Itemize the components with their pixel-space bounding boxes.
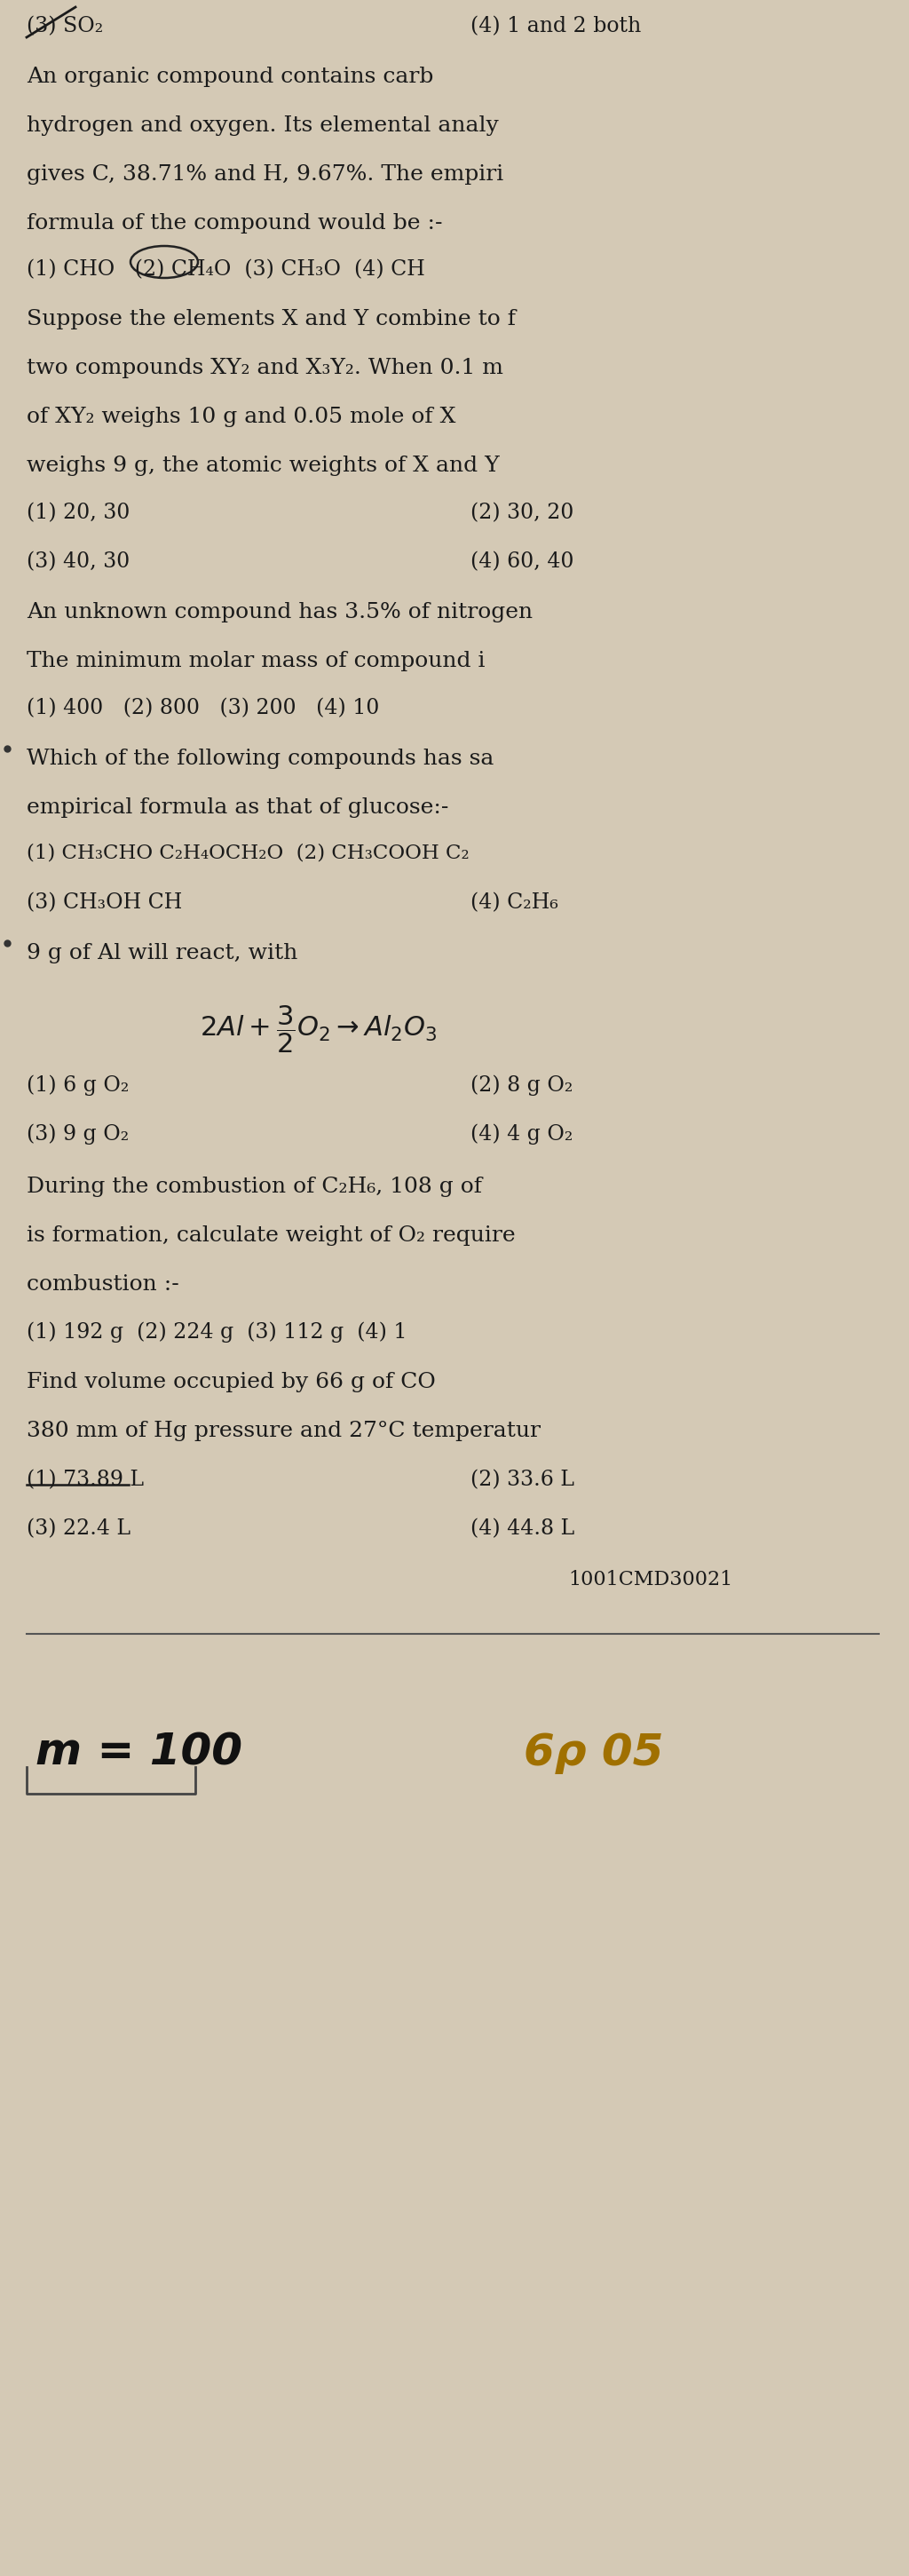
Text: (4) 4 g O₂: (4) 4 g O₂	[471, 1123, 573, 1144]
Text: The minimum molar mass of compound i: The minimum molar mass of compound i	[26, 652, 485, 672]
Text: is formation, calculate weight of O₂ require: is formation, calculate weight of O₂ req…	[26, 1226, 515, 1247]
Text: empirical formula as that of glucose:-: empirical formula as that of glucose:-	[26, 799, 449, 817]
Text: (3) SO₂: (3) SO₂	[26, 15, 104, 36]
Text: (3) 22.4 L: (3) 22.4 L	[26, 1517, 131, 1538]
Text: formula of the compound would be :-: formula of the compound would be :-	[26, 214, 443, 234]
Text: (2) 8 g O₂: (2) 8 g O₂	[471, 1074, 573, 1095]
Text: combustion :-: combustion :-	[26, 1275, 179, 1296]
Text: (3) CH₃OH CH: (3) CH₃OH CH	[26, 891, 182, 912]
Text: During the combustion of C₂H₆, 108 g of: During the combustion of C₂H₆, 108 g of	[26, 1177, 482, 1198]
Text: (1) CHO   (2) CH₄O  (3) CH₃O  (4) CH: (1) CHO (2) CH₄O (3) CH₃O (4) CH	[26, 260, 425, 281]
Text: (1) CH₃CHO C₂H₄OCH₂O  (2) CH₃COOH C₂: (1) CH₃CHO C₂H₄OCH₂O (2) CH₃COOH C₂	[26, 842, 469, 863]
Text: (2) 33.6 L: (2) 33.6 L	[471, 1468, 574, 1489]
Text: Suppose the elements X and Y combine to f: Suppose the elements X and Y combine to …	[26, 309, 515, 330]
Text: (2) 30, 20: (2) 30, 20	[471, 502, 574, 523]
Text: $2Al + \dfrac{3}{2}O_2 \rightarrow Al_2O_3$: $2Al + \dfrac{3}{2}O_2 \rightarrow Al_2O…	[200, 1005, 437, 1054]
Text: weighs 9 g, the atomic weights of X and Y: weighs 9 g, the atomic weights of X and …	[26, 456, 499, 477]
Text: (4) 44.8 L: (4) 44.8 L	[471, 1517, 574, 1538]
Text: (3) 9 g O₂: (3) 9 g O₂	[26, 1123, 129, 1144]
Text: of XY₂ weighs 10 g and 0.05 mole of X: of XY₂ weighs 10 g and 0.05 mole of X	[26, 407, 455, 428]
Text: (1) 6 g O₂: (1) 6 g O₂	[26, 1074, 129, 1095]
Text: Which of the following compounds has sa: Which of the following compounds has sa	[26, 750, 494, 770]
Text: (1) 400   (2) 800   (3) 200   (4) 10: (1) 400 (2) 800 (3) 200 (4) 10	[26, 698, 379, 719]
Text: m = 100: m = 100	[35, 1731, 243, 1775]
Text: (3) 40, 30: (3) 40, 30	[26, 551, 130, 572]
Text: two compounds XY₂ and X₃Y₂. When 0.1 m: two compounds XY₂ and X₃Y₂. When 0.1 m	[26, 358, 504, 379]
Text: (4) 60, 40: (4) 60, 40	[471, 551, 574, 572]
Text: 9 g of Al will react, with: 9 g of Al will react, with	[26, 943, 298, 963]
Text: (1) 20, 30: (1) 20, 30	[26, 502, 130, 523]
Text: (4) 1 and 2 both: (4) 1 and 2 both	[471, 15, 641, 36]
Text: 380 mm of Hg pressure and 27°C temperatur: 380 mm of Hg pressure and 27°C temperatu…	[26, 1422, 541, 1440]
Text: An organic compound contains carb: An organic compound contains carb	[26, 67, 434, 88]
Text: 6ρ 05: 6ρ 05	[524, 1731, 664, 1775]
Text: (1) 192 g  (2) 224 g  (3) 112 g  (4) 1: (1) 192 g (2) 224 g (3) 112 g (4) 1	[26, 1321, 407, 1342]
Text: (1) 73.89 L: (1) 73.89 L	[26, 1468, 144, 1489]
Text: (4) C₂H₆: (4) C₂H₆	[471, 891, 558, 912]
Text: 1001CMD30021: 1001CMD30021	[568, 1569, 733, 1589]
Text: gives C, 38.71% and H, 9.67%. The empiri: gives C, 38.71% and H, 9.67%. The empiri	[26, 165, 504, 185]
Text: Find volume occupied by 66 g of CO: Find volume occupied by 66 g of CO	[26, 1373, 435, 1394]
Text: An unknown compound has 3.5% of nitrogen: An unknown compound has 3.5% of nitrogen	[26, 603, 533, 623]
Text: hydrogen and oxygen. Its elemental analy: hydrogen and oxygen. Its elemental analy	[26, 116, 499, 137]
